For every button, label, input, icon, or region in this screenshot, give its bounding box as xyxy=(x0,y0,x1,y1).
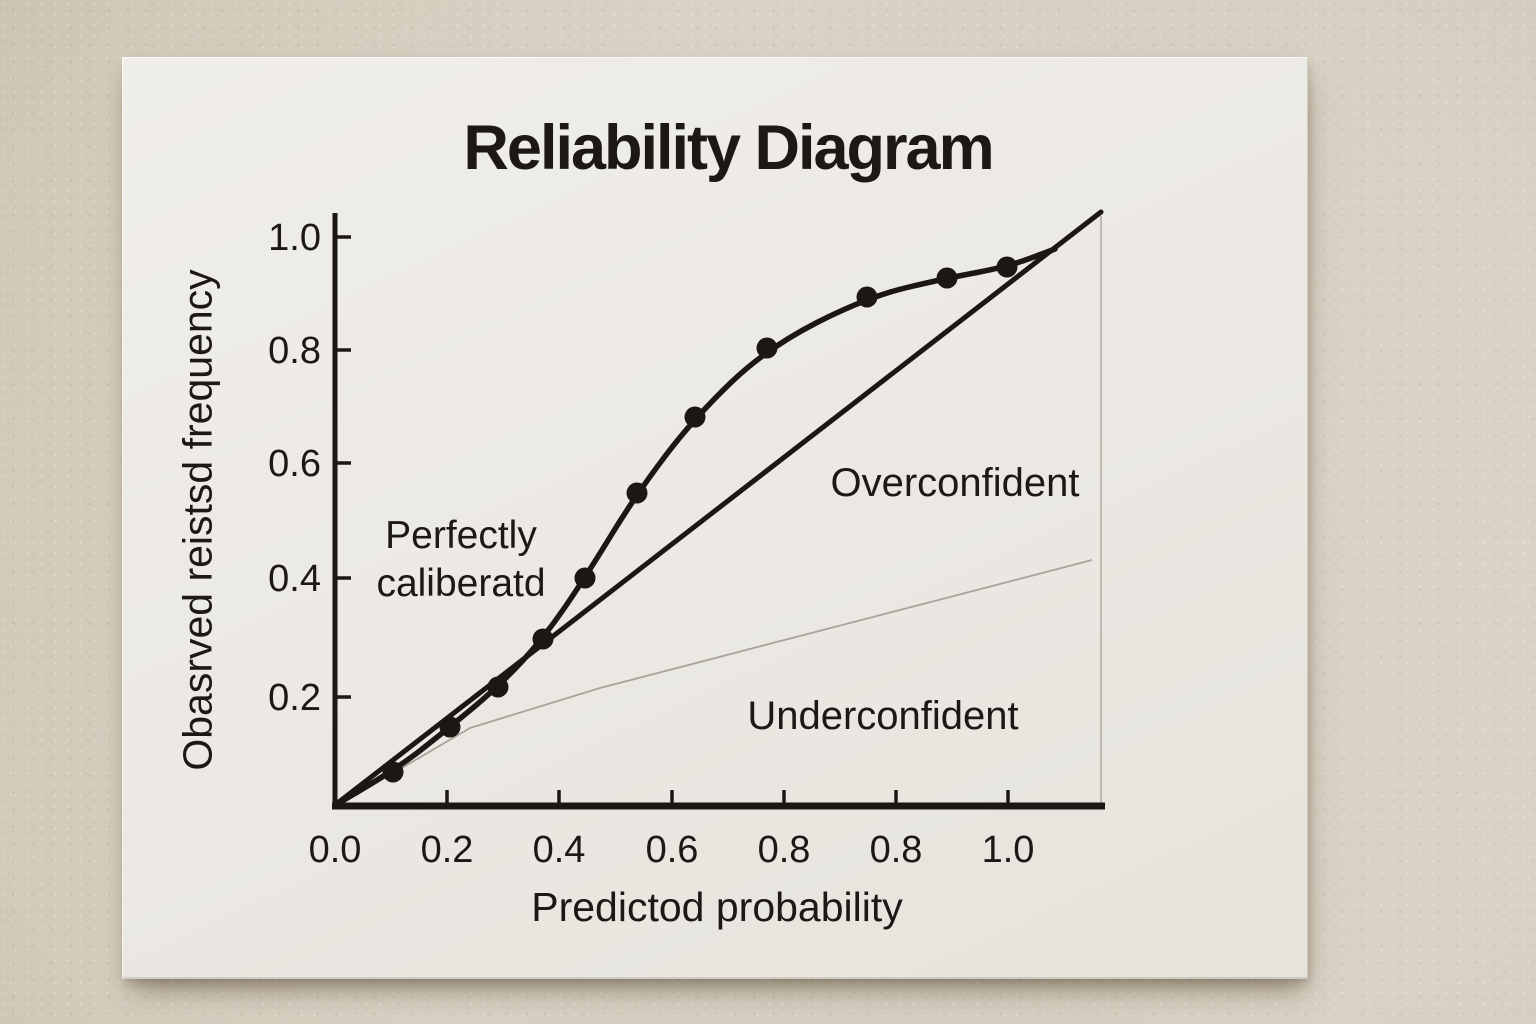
x-axis-label: Predictod probability xyxy=(531,884,903,930)
annotation-perfectly-calibrated: Perfectly caliberatd xyxy=(376,512,545,608)
annotation-underconfident: Underconfident xyxy=(747,694,1019,738)
paper-card xyxy=(122,57,1308,979)
annotation-overconfident: Overconfident xyxy=(830,461,1080,505)
chart-title: Reliability Diagram xyxy=(463,113,994,183)
y-axis-label: Obasrved reistsd frequency xyxy=(174,269,221,771)
annotation-perfectly-line2: caliberatd xyxy=(376,562,546,605)
annotation-perfectly-line1: Perfectly xyxy=(385,514,537,557)
